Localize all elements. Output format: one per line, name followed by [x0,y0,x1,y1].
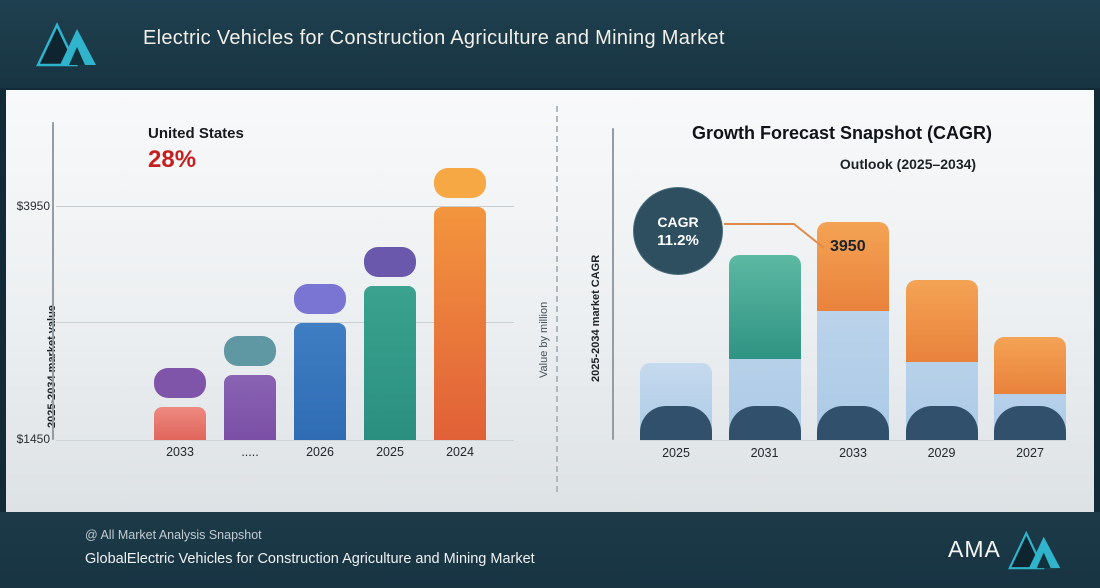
left-x-axis-line [56,440,514,441]
stacked-bar [817,222,889,440]
footer-bar: @ All Market Analysis Snapshot GlobalEle… [0,512,1100,588]
bar-group [640,363,712,440]
page-title: Electric Vehicles for Construction Agric… [143,27,725,49]
bar-group [434,120,486,440]
right-chart-subtitle: Outlook (2025–2034) [839,156,977,172]
bar [154,407,206,440]
stacked-bar [905,280,978,440]
left-y-axis-ticks: $3950 $1450 [6,120,50,446]
main-panel: 2025-2034 market value United States 28%… [6,90,1094,512]
right-x-axis-labels: 2025 2031 2033 2029 2027 [640,446,1066,460]
value-by-million-label: Value by million [538,301,550,378]
right-bar-series [640,140,1066,440]
bar-top-segment [817,222,889,311]
bar-top-segment [728,255,801,359]
x-axis-label: 2033 [839,446,867,460]
x-axis-label: 2029 [927,446,956,460]
bar-group [364,120,416,440]
bar-cap [434,168,486,198]
left-chart-growth-value: 28% [148,146,197,173]
bar-base-dome [728,406,801,440]
bar-base-dome [817,406,889,440]
right-chart-title: Growth Forecast Snapshot (CAGR) [691,123,992,143]
bar-base-dome [905,406,978,440]
x-axis-label: 2024 [446,445,474,459]
panel-divider [556,106,558,492]
footer-brand-text: AMA [948,536,1001,562]
right-y-axis-line [612,128,614,440]
footer-title: GlobalElectric Vehicles for Construction… [85,551,535,567]
ama-logo-icon [36,22,96,67]
footer-ama-logo-icon [1008,530,1061,570]
stacked-bar [728,255,801,440]
y-axis-tick: $1450 [16,432,50,446]
right-x-axis-line [640,440,1066,441]
y-axis-tick: $3950 [16,199,50,213]
peak-value-annotation: 3950 [830,238,866,255]
bar [434,207,486,440]
bar [224,375,276,440]
bar-group [817,222,889,440]
bar-top-segment [905,280,978,362]
bar-cap [294,284,346,314]
x-axis-label: 2031 [750,446,779,460]
x-axis-label: 2025 [662,446,690,460]
footer-note: @ All Market Analysis Snapshot [85,528,262,542]
left-x-axis-labels: 2033..... 2026 2025 2024 [154,445,486,459]
right-y-axis-title: 2025-2034 market CAGR [590,254,602,382]
bar-group [294,120,346,440]
bar-group [728,255,801,440]
bar [364,286,416,440]
x-axis-label: 2027 [1016,446,1044,460]
cagr-badge: CAGR 11.2% [633,187,723,275]
bar-group [994,337,1066,440]
bar-group [905,280,978,440]
stacked-bar [640,363,712,440]
bar [294,323,346,440]
bar-base-dome [640,406,712,440]
bar-cap [154,368,206,398]
left-y-axis-line [52,122,54,440]
bar-group [154,120,206,440]
x-axis-label: 2025 [376,445,404,459]
stacked-bar [994,337,1066,440]
left-chart-country-label: United States [148,125,244,142]
bar-cap [364,247,416,277]
cagr-badge-label: CAGR [657,213,699,230]
bar-base-dome [994,406,1066,440]
x-axis-label: ..... [241,445,259,459]
x-axis-label: 2033 [166,445,194,459]
left-bar-series [154,120,486,440]
bar-cap [224,336,276,366]
header-bar: Electric Vehicles for Construction Agric… [0,0,1100,88]
bar-top-segment [994,337,1066,394]
x-axis-label: 2026 [306,445,334,459]
bar-group [224,120,276,440]
cagr-badge-value: 11.2% [657,231,699,249]
